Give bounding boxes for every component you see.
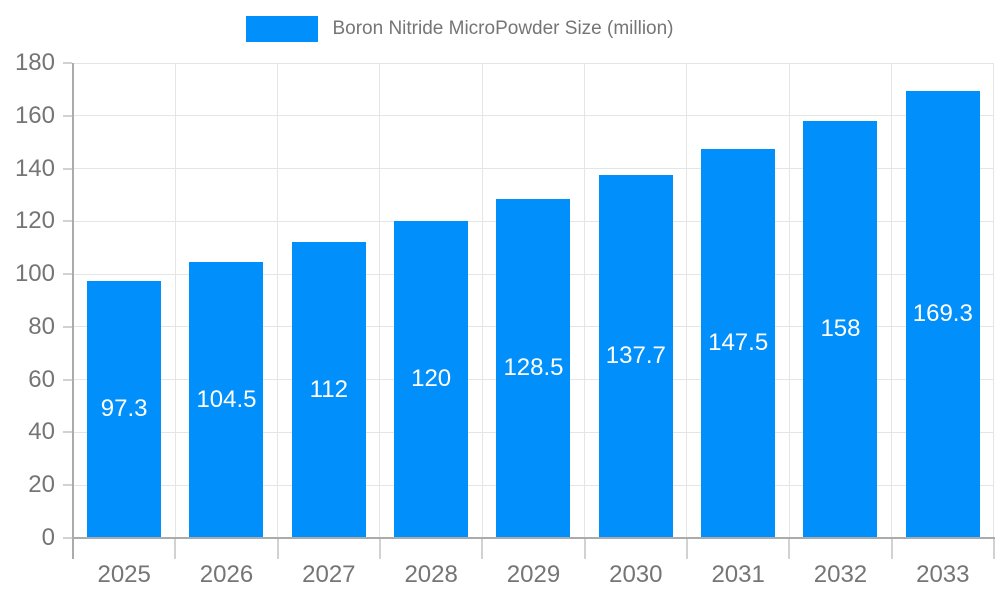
- gridline-v: [379, 63, 381, 537]
- x-tick: [174, 538, 177, 559]
- gridline-v: [788, 63, 790, 537]
- bar-value-label: 120: [411, 365, 452, 393]
- y-tick: [63, 220, 72, 223]
- y-tick: [63, 378, 72, 381]
- y-axis-label: 0: [41, 524, 55, 551]
- y-tick: [63, 484, 72, 487]
- legend[interactable]: Boron Nitride MicroPowder Size (million): [0, 16, 960, 42]
- y-axis-label: 100: [14, 260, 55, 288]
- x-axis-label: 2033: [916, 561, 970, 588]
- x-axis-label: 2031: [711, 561, 765, 588]
- bar[interactable]: 112: [291, 242, 366, 537]
- x-axis-label: 2026: [199, 561, 254, 588]
- y-axis-label: 20: [28, 471, 55, 499]
- y-axis-label: 60: [28, 365, 55, 393]
- gridline-h: [74, 168, 994, 170]
- bar-value-label: 137.7: [605, 341, 666, 369]
- x-tick: [481, 538, 484, 559]
- gridline-v: [584, 63, 586, 537]
- y-axis-label: 120: [14, 207, 55, 235]
- y-tick: [63, 431, 72, 434]
- legend-label: Boron Nitride MicroPowder Size (million): [332, 18, 674, 39]
- bar-value-label: 128.5: [503, 353, 564, 381]
- y-axis-label: 40: [28, 418, 55, 446]
- bar[interactable]: 104.5: [189, 262, 264, 537]
- x-axis-label: 2032: [813, 561, 868, 588]
- gridline-v: [277, 63, 279, 537]
- x-tick: [685, 538, 688, 559]
- bar-value-label: 158: [820, 315, 861, 343]
- gridline-v: [891, 63, 893, 537]
- y-tick: [63, 325, 72, 328]
- bar[interactable]: 128.5: [496, 198, 571, 537]
- bar[interactable]: 169.3: [905, 91, 980, 537]
- bar[interactable]: 120: [394, 221, 469, 537]
- bar[interactable]: 147.5: [701, 148, 776, 537]
- y-tick: [63, 167, 72, 170]
- x-tick: [788, 538, 791, 559]
- y-axis-label: 140: [14, 154, 55, 182]
- y-tick: [63, 62, 72, 64]
- x-axis-label: 2030: [609, 561, 663, 588]
- x-tick: [378, 538, 381, 559]
- gridline-v: [174, 63, 176, 537]
- x-tick: [992, 538, 995, 559]
- bar-value-label: 112: [309, 375, 348, 403]
- x-axis-label: 2027: [302, 561, 356, 588]
- bar-value-label: 169.3: [912, 300, 973, 328]
- bar-value-label: 147.5: [708, 328, 769, 356]
- gridline-h: [74, 62, 994, 64]
- gridline-h: [74, 115, 994, 117]
- x-axis-line: [71, 537, 995, 539]
- y-axis-label: 160: [14, 101, 55, 129]
- y-axis-label: 80: [28, 312, 55, 340]
- x-axis-label: 2025: [97, 561, 151, 588]
- bar[interactable]: 158: [803, 121, 878, 537]
- bar-value-label: 97.3: [100, 395, 148, 423]
- x-tick: [583, 538, 586, 559]
- x-axis-label: 2028: [404, 561, 458, 588]
- x-tick: [276, 538, 279, 559]
- x-tick: [890, 538, 893, 559]
- y-tick: [63, 273, 72, 276]
- y-tick: [63, 537, 72, 539]
- legend-swatch: [246, 16, 319, 42]
- bar[interactable]: 97.3: [87, 281, 162, 537]
- gridline-v: [481, 63, 483, 537]
- y-tick: [63, 114, 72, 117]
- y-axis-label: 180: [14, 49, 55, 76]
- bar-value-label: 104.5: [196, 385, 257, 413]
- gridline-v: [993, 63, 995, 537]
- x-axis-label: 2029: [506, 561, 561, 588]
- bar[interactable]: 137.7: [598, 174, 673, 537]
- y-axis-line: [71, 63, 74, 559]
- gridline-v: [686, 63, 688, 537]
